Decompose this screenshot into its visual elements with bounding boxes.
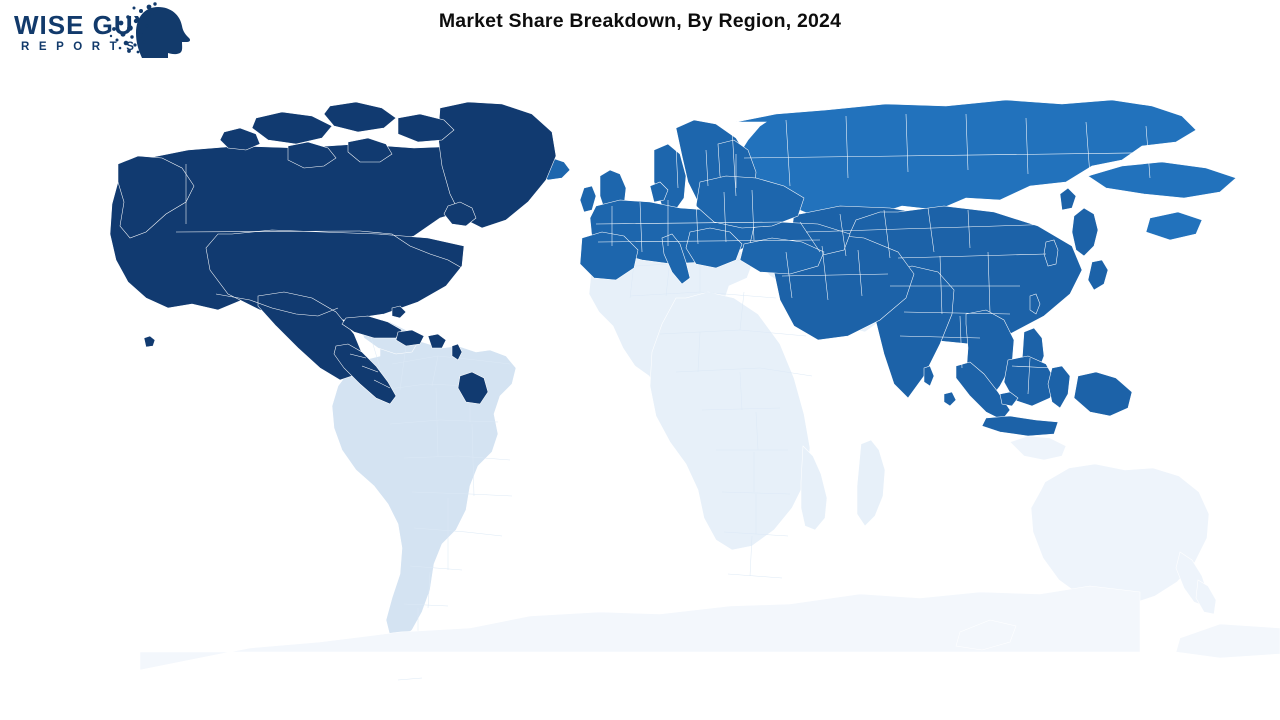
head-network-icon [109, 2, 191, 58]
brand-logo[interactable]: WISE GUY R E P O R T S [8, 2, 194, 58]
world-map [0, 46, 1280, 720]
region-russia[interactable] [735, 99, 1237, 241]
logo-artwork: WISE GUY R E P O R T S [14, 2, 191, 58]
chart-title: Market Share Breakdown, By Region, 2024 [438, 10, 842, 32]
region-oceania[interactable] [1009, 435, 1217, 615]
svg-text:R E P O R T S: R E P O R T S [21, 41, 137, 53]
country-borders [175, 113, 1207, 395]
svg-text:WISE GUY: WISE GUY [14, 10, 152, 40]
region-north-america[interactable] [109, 101, 557, 405]
region-asia-pacific[interactable] [741, 187, 1133, 437]
region-europe[interactable] [537, 119, 825, 285]
region-antarctica[interactable] [139, 585, 1280, 671]
world-map-svg [109, 99, 1280, 681]
logo-wordmark: WISE GUY R E P O R T S [14, 10, 152, 53]
